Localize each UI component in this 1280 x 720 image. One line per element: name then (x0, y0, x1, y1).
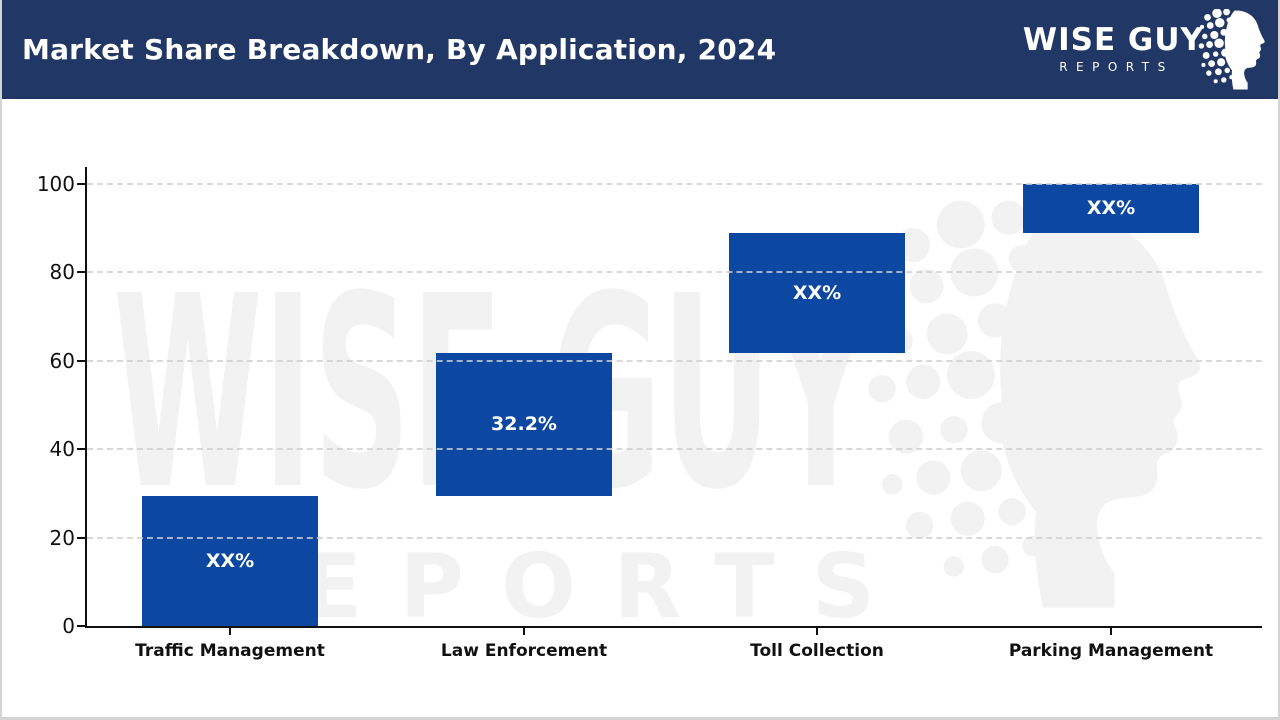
y-tick (77, 182, 85, 185)
y-tick-label: 40 (49, 437, 75, 462)
x-tick (1110, 628, 1112, 635)
wise-guy-reports-logo: WISE GUY REPORTS (1022, 8, 1266, 91)
logo-wordmark: WISE GUY (1022, 22, 1204, 58)
gridline-40 (87, 448, 1262, 451)
y-tick (77, 536, 85, 539)
page-title: Market Share Breakdown, By Application, … (22, 33, 777, 66)
logo-subtitle: REPORTS (1059, 60, 1174, 74)
y-tick-label: 80 (49, 260, 75, 285)
gridline-100 (87, 182, 1262, 185)
gridline-80 (87, 271, 1262, 274)
x-tick-label-parking-management: Parking Management (1008, 641, 1214, 661)
x-tick-label-toll-collection: Toll Collection (750, 641, 884, 661)
y-tick (77, 359, 85, 362)
y-tick-label: 100 (36, 171, 75, 196)
y-axis-line (85, 167, 87, 628)
waterfall-chart: WISE GUY REPORTS XX%Traffic Management32… (0, 99, 1280, 720)
logo-face-icon (1198, 8, 1265, 89)
y-tick (77, 625, 85, 627)
y-tick-label: 20 (49, 525, 75, 550)
x-tick-label-law-enforcement: Law Enforcement (440, 641, 608, 661)
bar-toll-collection: XX% (729, 232, 905, 354)
bar-law-enforcement: 32.2% (436, 353, 612, 496)
x-tick (229, 628, 231, 635)
bar-value-label: 32.2% (491, 413, 557, 436)
header: Market Share Breakdown, By Application, … (0, 0, 1280, 99)
y-tick-label: 60 (49, 348, 75, 373)
gridline-20 (87, 536, 1262, 539)
plot-area: XX% Traffic Management 32.2% Law Enforcemen… (0, 99, 1280, 720)
y-tick-label: 0 (62, 614, 75, 638)
y-tick (77, 448, 85, 451)
y-tick (77, 271, 85, 274)
gridline-60 (87, 359, 1262, 362)
logo-text: WISE GUY REPORTS (1022, 22, 1204, 75)
x-tick (816, 628, 818, 635)
x-axis-line (85, 626, 1262, 628)
x-tick (523, 628, 525, 635)
bar-parking-management: XX% (1023, 183, 1199, 233)
bar-value-label: XX% (205, 549, 255, 572)
bar-value-label: XX% (1086, 197, 1136, 220)
bar-value-label: XX% (792, 281, 842, 304)
x-tick-label-traffic-management: Traffic Management (135, 641, 325, 661)
bar-traffic-management: XX% (142, 495, 318, 626)
